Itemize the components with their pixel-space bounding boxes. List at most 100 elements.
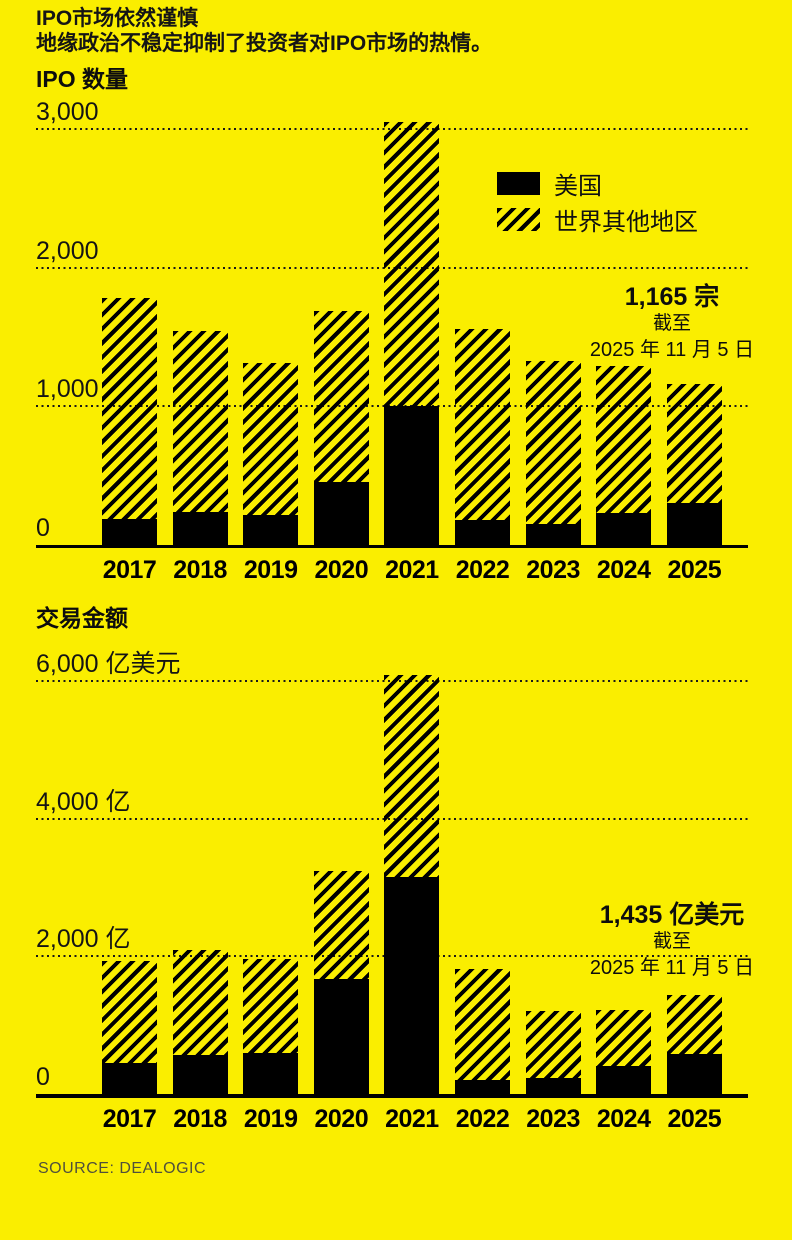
bar-segment-us [243, 515, 299, 545]
bar-segment-rest-of-world [525, 1011, 581, 1079]
x-axis-label: 2018 [173, 1105, 227, 1133]
bar-segment-rest-of-world [243, 363, 299, 516]
bar-segment-rest-of-world [455, 968, 510, 1080]
bar-segment-rest-of-world [313, 311, 369, 482]
page-subtitle: 地缘政治不稳定抑制了投资者对IPO市场的热情。 [36, 32, 493, 55]
x-axis-label: 2023 [526, 556, 580, 584]
x-axis-label: 2024 [596, 556, 651, 584]
x-axis-label: 2021 [385, 1105, 439, 1133]
legend: 美国 世界其他地区 [497, 170, 698, 242]
bar-segment-us [666, 1054, 722, 1094]
chart2-annotation-value: 1,435 亿美元 [599, 901, 745, 929]
bar-2018 [172, 330, 228, 545]
x-axis-label: 2019 [243, 556, 298, 584]
x-axis-line [36, 1094, 748, 1098]
legend-label-rest-of-world: 世界其他地区 [554, 208, 698, 236]
chart1-annotation-date: 2025 年 11 月 5 日 [589, 339, 755, 361]
legend-item-us: 美国 [497, 170, 698, 200]
bar-2022 [455, 968, 510, 1094]
chart1-annotation-value: 1,165 宗 [624, 283, 720, 311]
bar-segment-rest-of-world [596, 1010, 652, 1067]
legend-label-us: 美国 [554, 172, 602, 200]
bar-segment-us [172, 1055, 228, 1094]
x-axis-label: 2017 [102, 1105, 157, 1133]
bar-2025 [666, 995, 722, 1094]
bar-2023 [525, 1011, 581, 1094]
bar-segment-rest-of-world [172, 949, 228, 1056]
chart1-annotation: 1,165 宗 截至 2025 年 11 月 5 日 [547, 283, 792, 363]
page-title: IPO市场依然谨慎 [36, 7, 199, 30]
bar-2024 [596, 366, 652, 545]
bar-segment-rest-of-world [596, 366, 652, 514]
bar-2023 [525, 360, 581, 545]
bar-2018 [172, 949, 228, 1094]
source-label: SOURCE: DEALOGIC [38, 1160, 207, 1177]
y-axis-label: 6,000 亿美元 [36, 650, 181, 679]
bar-segment-us [666, 502, 722, 545]
y-axis-label: 0 [36, 1063, 50, 1091]
x-axis-label: 2020 [314, 556, 369, 584]
legend-swatch-us-icon [497, 171, 540, 195]
x-axis-label: 2020 [314, 1105, 369, 1133]
y-axis-label: 2,000 [36, 236, 99, 265]
bar-segment-us [455, 1079, 510, 1094]
chart2-title: 交易金额 [36, 605, 128, 631]
bar-2017 [102, 298, 157, 545]
x-axis-line [36, 545, 748, 548]
bar-segment-us [172, 512, 228, 545]
bar-segment-rest-of-world [666, 995, 722, 1055]
bar-2020 [313, 311, 369, 545]
bar-2021 [384, 122, 440, 545]
bar-segment-rest-of-world [102, 960, 157, 1064]
x-axis-label: 2022 [455, 1105, 510, 1133]
y-axis-label: 1,000 [36, 375, 99, 404]
x-axis-label: 2018 [173, 556, 227, 584]
x-axis-label: 2019 [243, 1105, 298, 1133]
y-axis-label: 4,000 亿 [36, 787, 131, 816]
bar-2017 [102, 960, 157, 1094]
legend-swatch-rest-of-world-icon [497, 207, 540, 231]
bar-segment-rest-of-world [243, 959, 299, 1053]
bar-segment-us [243, 1052, 299, 1094]
bar-2020 [313, 871, 369, 1094]
bar-segment-us [102, 1063, 157, 1094]
bar-segment-us [384, 877, 440, 1094]
y-axis-label: 2,000 亿 [36, 925, 131, 954]
bar-segment-us [525, 1078, 581, 1094]
bar-2021 [384, 675, 440, 1094]
bar-segment-rest-of-world [313, 871, 369, 980]
bar-segment-rest-of-world [384, 675, 440, 878]
bar-segment-us [596, 1066, 652, 1094]
bar-segment-rest-of-world [666, 383, 722, 503]
bar-2019 [243, 363, 299, 545]
bar-segment-us [102, 518, 157, 545]
bar-segment-rest-of-world [172, 330, 228, 513]
x-axis-label: 2022 [455, 556, 510, 584]
bar-2019 [243, 959, 299, 1094]
bar-segment-rest-of-world [455, 329, 510, 521]
bar-segment-rest-of-world [525, 360, 581, 525]
chart1-title: IPO 数量 [36, 66, 129, 92]
legend-item-rest-of-world: 世界其他地区 [497, 206, 698, 236]
bar-segment-rest-of-world [384, 122, 440, 407]
chart2-annotation-date: 2025 年 11 月 5 日 [589, 957, 755, 979]
y-axis-label: 3,000 [36, 98, 99, 127]
bar-segment-us [455, 520, 510, 545]
chart1-annotation-asof: 截至 [652, 313, 691, 334]
x-axis-label: 2025 [667, 1105, 722, 1133]
x-axis-label: 2023 [526, 1105, 580, 1133]
bar-segment-us [313, 481, 369, 545]
bar-segment-us [384, 406, 440, 545]
y-axis-label: 0 [36, 514, 50, 542]
bar-2024 [596, 1010, 652, 1094]
bar-segment-us [525, 524, 581, 545]
x-axis-label: 2024 [596, 1105, 651, 1133]
chart2-annotation: 1,435 亿美元 截至 2025 年 11 月 5 日 [547, 901, 792, 981]
x-axis-label: 2017 [102, 556, 157, 584]
bar-segment-us [313, 979, 369, 1094]
x-axis-label: 2021 [385, 556, 439, 584]
bar-segment-rest-of-world [102, 298, 157, 519]
chart2-annotation-asof: 截至 [652, 931, 691, 952]
x-axis-label: 2025 [667, 556, 722, 584]
